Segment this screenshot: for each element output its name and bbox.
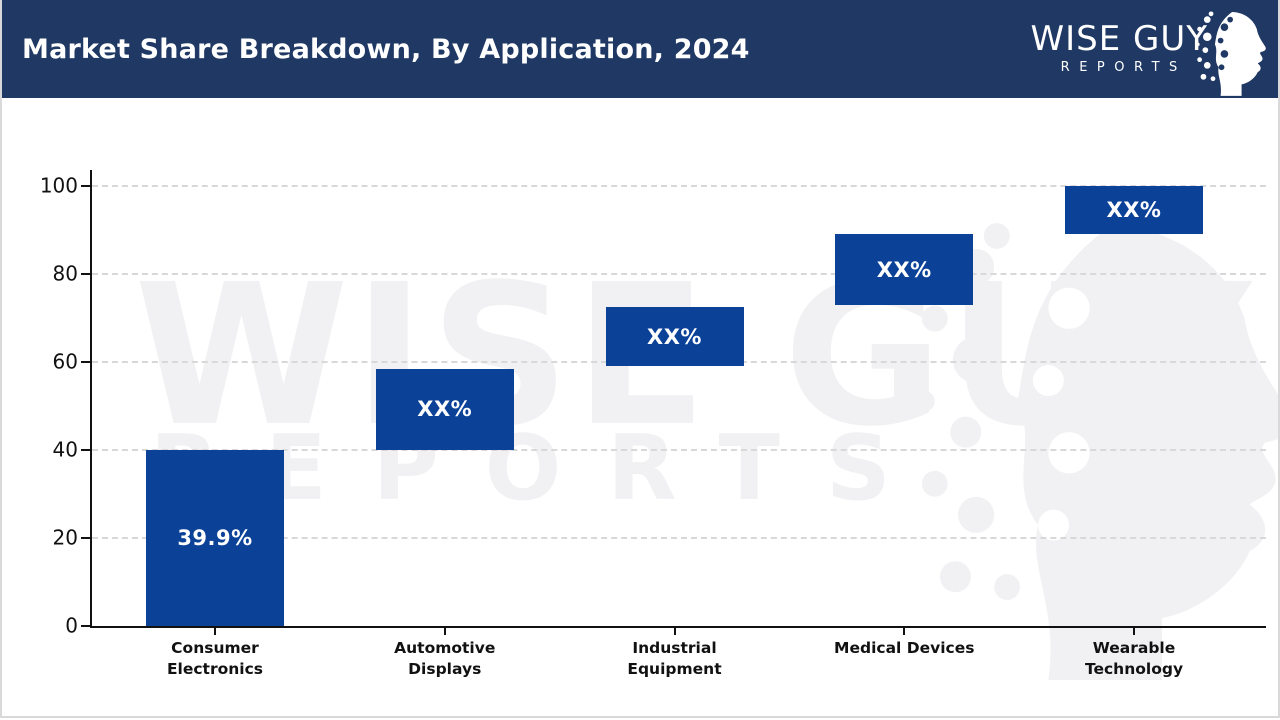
- y-axis-tick-label: 20: [52, 525, 78, 550]
- y-axis-tick-label: 60: [52, 349, 78, 374]
- gridline: [92, 449, 1266, 451]
- bar-segment: XX%: [1065, 186, 1203, 235]
- bar-segment: XX%: [835, 234, 974, 305]
- x-axis-category-label: Medical Devices: [834, 639, 975, 657]
- y-axis-tick-mark: [81, 273, 90, 275]
- y-axis-tick-label: 100: [39, 173, 78, 198]
- bar-value-label: XX%: [417, 397, 473, 422]
- y-axis-tick-mark: [81, 185, 90, 187]
- face-watermark: [914, 223, 1278, 680]
- wiseguy-logo: WISE GUY REPORTS: [1022, 6, 1272, 96]
- bar-segment: 39.9%: [146, 450, 284, 626]
- logo-text: WISE GUY REPORTS: [1030, 22, 1208, 75]
- bar-segment: XX%: [605, 307, 744, 367]
- face-profile-icon: [1195, 11, 1266, 96]
- y-axis-tick-mark: [81, 537, 90, 539]
- bar-value-label: XX%: [1106, 198, 1162, 223]
- bar-value-label: XX%: [647, 324, 702, 349]
- bar-value-label: XX%: [876, 257, 932, 282]
- gridline: [92, 185, 1266, 187]
- y-axis-tick-label: 0: [65, 613, 78, 638]
- y-axis-tick-label: 80: [52, 261, 78, 286]
- logo-brand-sub: REPORTS: [1060, 59, 1187, 75]
- bar-segment: XX%: [375, 368, 514, 450]
- x-axis-tick-mark: [903, 626, 906, 635]
- x-axis-tick-mark: [1133, 626, 1135, 635]
- y-axis-tick-mark: [81, 625, 90, 627]
- logo-brand-name: WISE GUY: [1030, 19, 1208, 59]
- x-axis-category-label: Wearable Technology: [1084, 639, 1184, 678]
- y-axis-tick-mark: [81, 361, 90, 363]
- page-title: Market Share Breakdown, By Application, …: [22, 33, 750, 65]
- x-axis-category-label: Consumer Electronics: [166, 639, 264, 678]
- y-axis-tick-label: 40: [52, 437, 78, 462]
- header-bar: Market Share Breakdown, By Application, …: [2, 0, 1278, 98]
- gridline: [92, 537, 1266, 539]
- x-axis-category-label: Automotive Displays: [394, 639, 496, 678]
- x-axis-tick-mark: [673, 626, 676, 635]
- x-axis-tick-mark: [443, 626, 446, 635]
- bar-value-label: 39.9%: [177, 526, 253, 551]
- x-axis-tick-mark: [214, 626, 216, 635]
- y-axis-tick-mark: [81, 449, 90, 451]
- x-axis-category-label: Industrial Equipment: [627, 639, 722, 678]
- gridline: [92, 273, 1266, 275]
- plot-area: 0 20 40 60 80 100 39.9% Consumer Electronics XX%…: [40, 170, 1266, 678]
